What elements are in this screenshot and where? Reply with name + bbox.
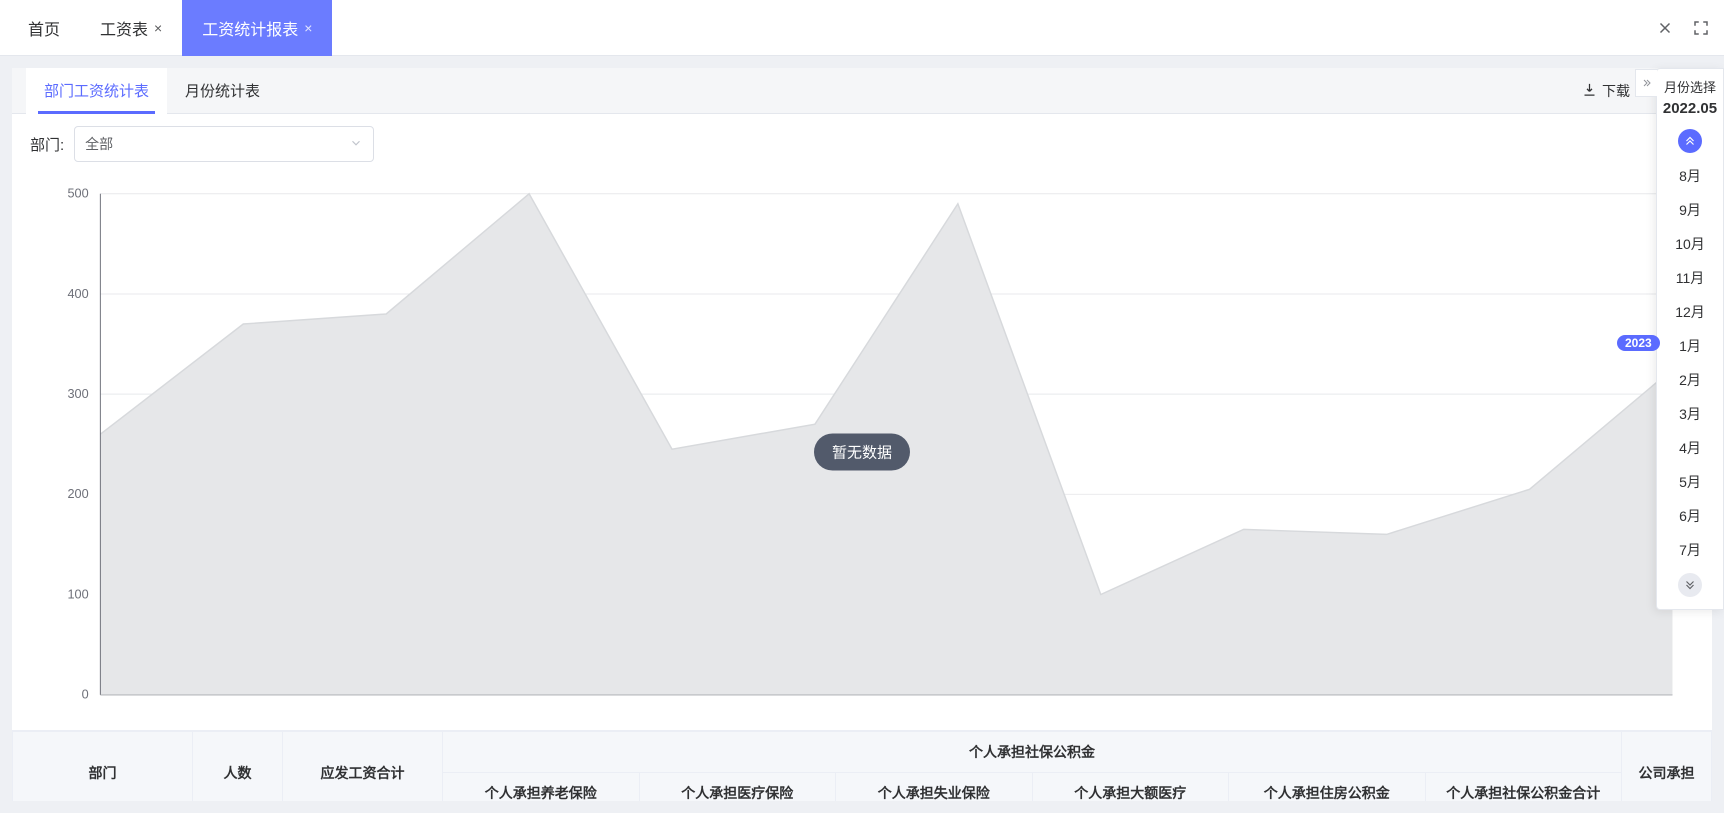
- month-list: 8月 9月 10月 11月 12月 1月2023 2月 3月 4月 5月 6月 7月: [1657, 157, 1723, 569]
- table-header-cell: 部门: [13, 732, 193, 801]
- table-header-cell: 公司承担: [1622, 732, 1712, 801]
- download-icon: [1582, 82, 1597, 100]
- svg-text:400: 400: [67, 287, 88, 301]
- svg-text:300: 300: [67, 387, 88, 401]
- close-icon[interactable]: ×: [304, 20, 312, 36]
- area-chart: 0 100 200 300 400 500: [32, 184, 1692, 714]
- year-badge: 2023: [1617, 335, 1660, 351]
- month-selector-drawer: 月份选择 2022.05 8月 9月 10月 11月 12月 1月2023 2月 3月 4月 5月…: [1656, 68, 1724, 610]
- filter-row: 部门: 全部: [12, 114, 1712, 174]
- tab-label: 工资表: [100, 16, 148, 40]
- close-all-button[interactable]: [1652, 15, 1678, 41]
- drawer-current-month: 2022.05: [1657, 100, 1723, 125]
- month-item[interactable]: 10月: [1667, 229, 1713, 259]
- chart-container: 0100200300400500 暂无数据: [12, 174, 1712, 730]
- filter-label: 部门:: [30, 134, 64, 155]
- month-item[interactable]: 2月: [1667, 365, 1713, 395]
- download-button[interactable]: 下载: [1582, 81, 1630, 101]
- month-item[interactable]: 6月: [1667, 501, 1713, 531]
- top-tab[interactable]: 工资表 ×: [80, 0, 182, 56]
- month-item[interactable]: 12月: [1667, 297, 1713, 327]
- main-panel: 部门工资统计表月份统计表 下载 刷新: [12, 68, 1712, 801]
- chevron-down-icon: [349, 136, 363, 153]
- month-item[interactable]: 5月: [1667, 467, 1713, 497]
- month-item[interactable]: 4月: [1667, 433, 1713, 463]
- top-tab[interactable]: 工资统计报表 ×: [182, 0, 332, 56]
- table-header-cell: 个人承担养老保险: [443, 773, 640, 801]
- table-header-cell: 人数: [193, 732, 283, 801]
- month-item[interactable]: 3月: [1667, 399, 1713, 429]
- sub-tabs-bar: 部门工资统计表月份统计表 下载 刷新: [12, 68, 1712, 114]
- summary-table: 部门人数应发工资合计个人承担社保公积金公司承担个人承担养老保险个人承担医疗保险个…: [12, 730, 1712, 801]
- table-header-cell: 个人承担社保公积金: [443, 732, 1622, 773]
- sub-tab-label: 部门工资统计表: [44, 80, 149, 101]
- sub-tab[interactable]: 部门工资统计表: [26, 68, 167, 114]
- drawer-scroll-down-button[interactable]: [1678, 573, 1702, 597]
- month-item[interactable]: 7月: [1667, 535, 1713, 565]
- close-icon[interactable]: ×: [154, 20, 162, 36]
- department-select[interactable]: 全部: [74, 126, 374, 162]
- table-header-cell: 个人承担社保公积金合计: [1425, 773, 1622, 801]
- month-item[interactable]: 9月: [1667, 195, 1713, 225]
- sub-tab[interactable]: 月份统计表: [167, 68, 278, 114]
- top-tab[interactable]: 首页: [8, 0, 80, 56]
- table-header-cell: 个人承担大额医疗: [1032, 773, 1229, 801]
- month-item[interactable]: 1月2023: [1667, 331, 1713, 361]
- work-area: 部门工资统计表月份统计表 下载 刷新: [0, 56, 1724, 813]
- month-item[interactable]: 11月: [1667, 263, 1713, 293]
- tab-label: 工资统计报表: [202, 16, 298, 40]
- svg-text:100: 100: [67, 587, 88, 601]
- month-item[interactable]: 8月: [1667, 161, 1713, 191]
- drawer-collapse-button[interactable]: [1635, 69, 1657, 97]
- download-label: 下载: [1602, 81, 1630, 101]
- svg-text:500: 500: [67, 187, 88, 201]
- tab-label: 首页: [28, 16, 60, 40]
- top-right-controls: [1652, 0, 1714, 56]
- table-header-cell: 个人承担住房公积金: [1229, 773, 1426, 801]
- sub-tab-label: 月份统计表: [185, 80, 260, 101]
- svg-text:0: 0: [82, 688, 89, 702]
- fullscreen-button[interactable]: [1688, 15, 1714, 41]
- department-select-value: 全部: [85, 134, 113, 154]
- table-header-cell: 个人承担失业保险: [836, 773, 1033, 801]
- app-root: 首页 工资表 × 工资统计报表 × 部门工资统计表 月份统计表 下载: [0, 0, 1724, 813]
- drawer-scroll-up-button[interactable]: [1678, 129, 1702, 153]
- svg-text:200: 200: [67, 487, 88, 501]
- top-tabs-bar: 首页 工资表 × 工资统计报表 ×: [0, 0, 1724, 56]
- table-header-cell: 个人承担医疗保险: [639, 773, 836, 801]
- table-header-cell: 应发工资合计: [283, 732, 443, 801]
- drawer-title: 月份选择: [1657, 69, 1723, 100]
